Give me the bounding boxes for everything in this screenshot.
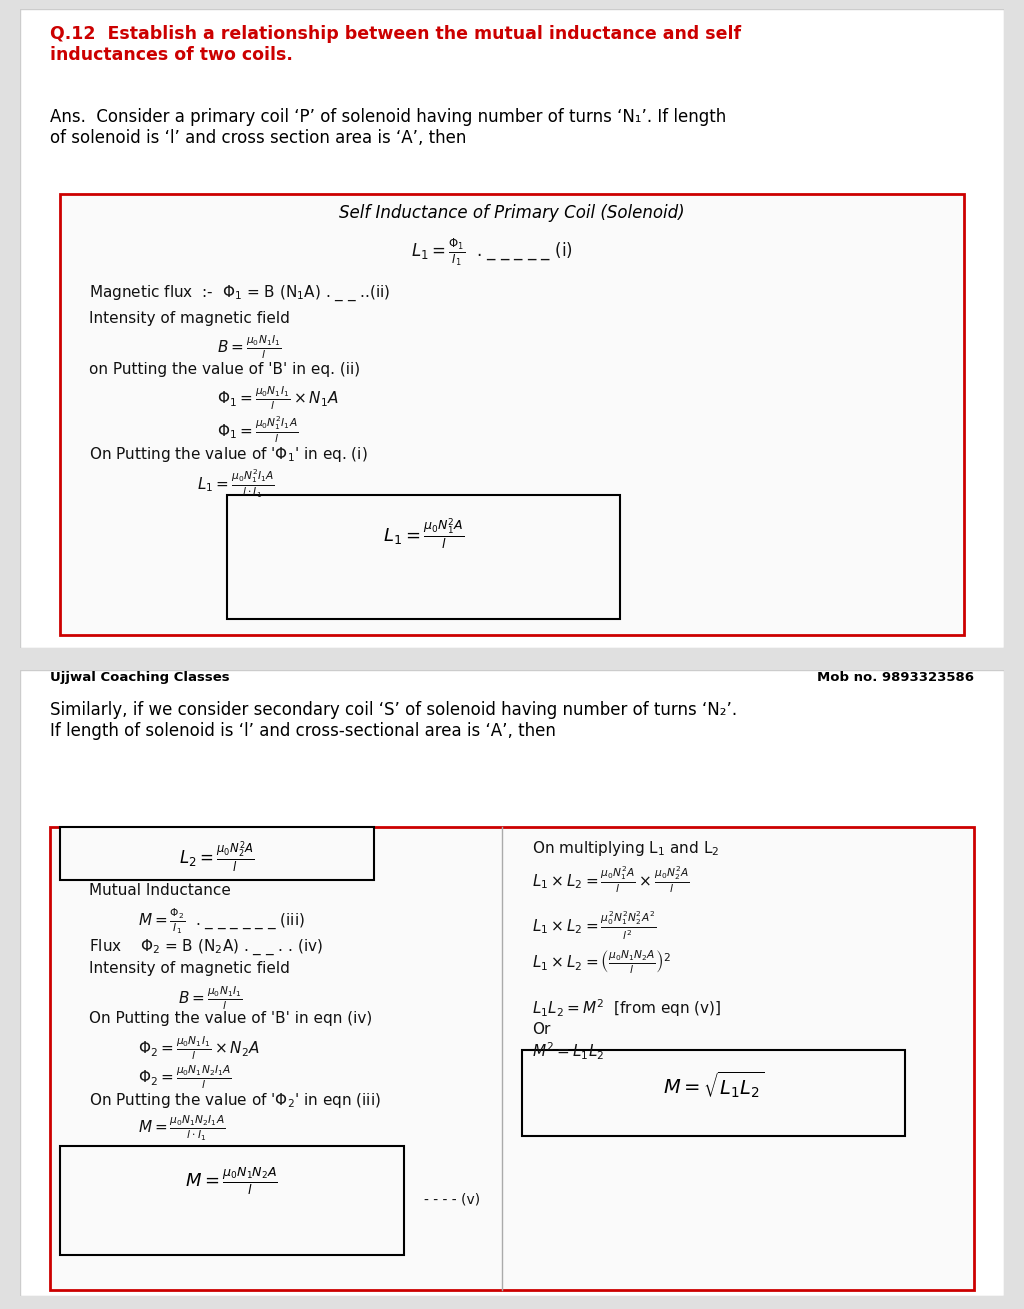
FancyBboxPatch shape (59, 195, 965, 635)
Text: $L_1 \times L_2 = \left(\frac{\mu_0 N_1 N_2 A}{l}\right)^2$: $L_1 \times L_2 = \left(\frac{\mu_0 N_1 … (531, 949, 671, 977)
Text: $B = \frac{\mu_0 N_1 I_1}{l}$: $B = \frac{\mu_0 N_1 I_1}{l}$ (217, 334, 282, 361)
Text: Flux    $\Phi_2$ = B (N$_2$A) . _ _ . . (iv): Flux $\Phi_2$ = B (N$_2$A) . _ _ . . (iv… (89, 939, 324, 957)
FancyBboxPatch shape (59, 827, 375, 880)
Text: $L_2 = \frac{\mu_0 N_2^2 A}{l}$: $L_2 = \frac{\mu_0 N_2^2 A}{l}$ (179, 840, 255, 876)
FancyBboxPatch shape (50, 827, 974, 1289)
Text: On multiplying L$_1$ and L$_2$: On multiplying L$_1$ and L$_2$ (531, 839, 719, 859)
Text: $\Phi_1 = \frac{\mu_0 N_1 I_1}{l} \times N_1 A$: $\Phi_1 = \frac{\mu_0 N_1 I_1}{l} \times… (217, 385, 339, 412)
Text: $\Phi_2 = \frac{\mu_0 N_1 I_1}{l} \times N_2 A$: $\Phi_2 = \frac{\mu_0 N_1 I_1}{l} \times… (138, 1034, 260, 1062)
FancyBboxPatch shape (20, 9, 1004, 648)
Text: Q.12  Establish a relationship between the mutual inductance and self
inductance: Q.12 Establish a relationship between th… (50, 25, 741, 64)
FancyBboxPatch shape (20, 670, 1004, 1296)
Text: $L_1 = \frac{\Phi_1}{I_1}$  . _ _ _ _ _ (i): $L_1 = \frac{\Phi_1}{I_1}$ . _ _ _ _ _ (… (412, 236, 573, 267)
Text: $M = \sqrt{L_1 L_2}$: $M = \sqrt{L_1 L_2}$ (663, 1069, 764, 1101)
Text: Mutual Inductance: Mutual Inductance (89, 884, 231, 898)
FancyBboxPatch shape (522, 1050, 905, 1136)
Text: Intensity of magnetic field: Intensity of magnetic field (89, 961, 290, 977)
Text: $\Phi_2 = \frac{\mu_0 N_1 N_2 I_1 A}{l}$: $\Phi_2 = \frac{\mu_0 N_1 N_2 I_1 A}{l}$ (138, 1063, 232, 1090)
FancyBboxPatch shape (227, 495, 621, 619)
Text: - - - - (v): - - - - (v) (424, 1192, 479, 1207)
Text: $M^2 = L_1 L_2$: $M^2 = L_1 L_2$ (531, 1041, 604, 1062)
Text: Mob no. 9893323586: Mob no. 9893323586 (817, 672, 974, 685)
Text: Ans.  Consider a primary coil ‘P’ of solenoid having number of turns ‘N₁’. If le: Ans. Consider a primary coil ‘P’ of sole… (50, 109, 726, 147)
Text: $L_1 \times L_2 = \frac{\mu_0 N_1^2 A}{l} \times \frac{\mu_0 N_2^2 A}{l}$: $L_1 \times L_2 = \frac{\mu_0 N_1^2 A}{l… (531, 864, 689, 895)
Text: $M = \frac{\mu_0 N_1 N_2 I_1 A}{l \cdot I_1}$: $M = \frac{\mu_0 N_1 N_2 I_1 A}{l \cdot … (138, 1113, 226, 1143)
Text: $L_1 = \frac{\mu_0 N_1^2 I_1 A}{l \cdot I_1}$: $L_1 = \frac{\mu_0 N_1^2 I_1 A}{l \cdot … (198, 467, 275, 500)
Text: On Putting the value of '$\Phi_1$' in eq. (i): On Putting the value of '$\Phi_1$' in eq… (89, 445, 368, 463)
FancyBboxPatch shape (59, 1145, 403, 1255)
Text: Intensity of magnetic field: Intensity of magnetic field (89, 310, 290, 326)
Text: $L_1 \times L_2 = \frac{\mu_0^2 N_1^2 N_2^2 A^2}{l^2}$: $L_1 \times L_2 = \frac{\mu_0^2 N_1^2 N_… (531, 910, 655, 941)
Text: Magnetic flux  :-  $\Phi_1$ = B (N$_1$A) . _ _ ..(ii): Magnetic flux :- $\Phi_1$ = B (N$_1$A) .… (89, 284, 391, 304)
Text: $B = \frac{\mu_0 N_1 I_1}{l}$: $B = \frac{\mu_0 N_1 I_1}{l}$ (178, 984, 242, 1012)
Text: $M = \frac{\Phi_2}{I_1}$  . _ _ _ _ _ _ (iii): $M = \frac{\Phi_2}{I_1}$ . _ _ _ _ _ _ (… (138, 907, 305, 936)
Text: Similarly, if we consider secondary coil ‘S’ of solenoid having number of turns : Similarly, if we consider secondary coil… (50, 702, 737, 741)
Text: Ujjwal Coaching Classes: Ujjwal Coaching Classes (50, 672, 229, 685)
Text: $L_1 = \frac{\mu_0 N_1^2 A}{l}$: $L_1 = \frac{\mu_0 N_1^2 A}{l}$ (383, 517, 464, 552)
Text: $M = \frac{\mu_0 N_1 N_2 A}{l}$: $M = \frac{\mu_0 N_1 N_2 A}{l}$ (185, 1166, 279, 1198)
Text: $L_1 L_2 = M^2$  [from eqn (v)]: $L_1 L_2 = M^2$ [from eqn (v)] (531, 997, 721, 1018)
Text: on Putting the value of 'B' in eq. (ii): on Putting the value of 'B' in eq. (ii) (89, 361, 360, 377)
Text: $\Phi_1 = \frac{\mu_0 N_1^2 I_1 A}{l}$: $\Phi_1 = \frac{\mu_0 N_1^2 I_1 A}{l}$ (217, 415, 298, 445)
Text: On Putting the value of 'B' in eqn (iv): On Putting the value of 'B' in eqn (iv) (89, 1012, 373, 1026)
Text: Or: Or (531, 1022, 550, 1037)
Text: On Putting the value of '$\Phi_2$' in eqn (iii): On Putting the value of '$\Phi_2$' in eq… (89, 1090, 381, 1110)
Text: Self Inductance of Primary Coil (Solenoid): Self Inductance of Primary Coil (Solenoi… (339, 204, 685, 223)
